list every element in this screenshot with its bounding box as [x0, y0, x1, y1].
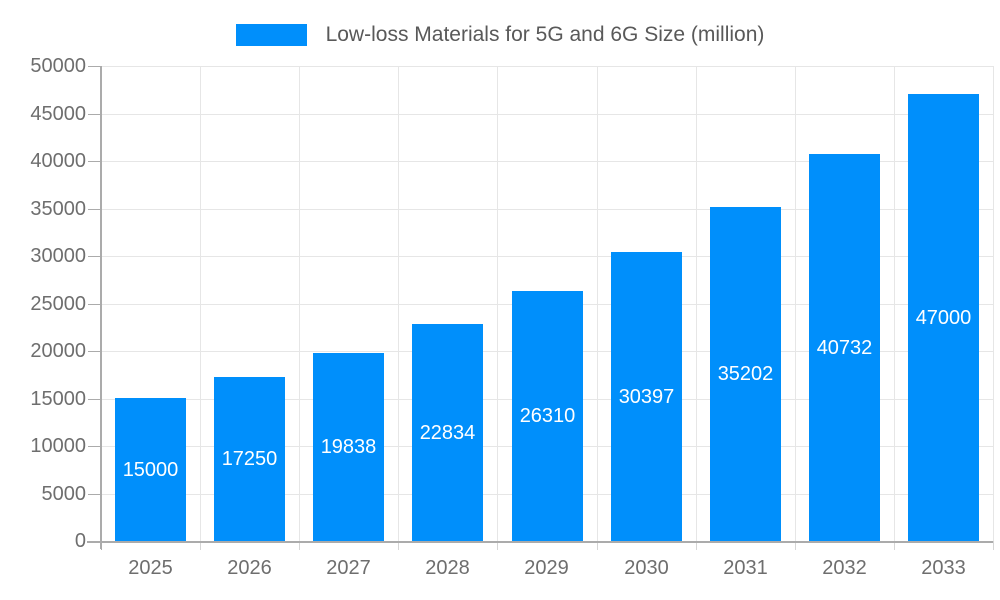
- y-tick-label: 0: [74, 530, 86, 552]
- h-gridline: [101, 256, 993, 257]
- x-tick-label: 2029: [524, 557, 569, 579]
- v-gridline: [597, 66, 598, 541]
- x-tick-label: 2031: [723, 557, 768, 579]
- bar-value-label: 26310: [519, 405, 576, 427]
- bar-value-label: 30397: [618, 386, 675, 408]
- x-tick-label: 2032: [822, 557, 867, 579]
- x-tick: [597, 541, 598, 550]
- y-tick: [88, 209, 101, 210]
- y-tick-label: 10000: [30, 435, 86, 457]
- x-tick: [398, 541, 399, 550]
- y-tick-label: 15000: [30, 388, 86, 410]
- y-tick: [88, 304, 101, 305]
- x-tick-label: 2025: [128, 557, 173, 579]
- bar-value-label: 47000: [915, 307, 972, 329]
- y-tick-label: 25000: [30, 293, 86, 315]
- x-axis-line: [87, 541, 993, 543]
- x-tick: [993, 541, 994, 550]
- h-gridline: [101, 66, 993, 67]
- x-tick-label: 2033: [921, 557, 966, 579]
- y-tick-label: 35000: [30, 198, 86, 220]
- bar: [908, 94, 979, 541]
- bar-value-label: 40732: [816, 337, 873, 359]
- bar-value-label: 17250: [221, 448, 278, 470]
- x-tick: [696, 541, 697, 550]
- h-gridline: [101, 209, 993, 210]
- x-tick: [299, 541, 300, 550]
- bar-value-label: 19838: [320, 436, 377, 458]
- v-gridline: [696, 66, 697, 541]
- x-tick-label: 2027: [326, 557, 371, 579]
- bar: [313, 353, 384, 541]
- bar: [710, 207, 781, 541]
- legend-label: Low-loss Materials for 5G and 6G Size (m…: [325, 23, 765, 46]
- y-tick: [88, 114, 101, 115]
- y-tick-label: 5000: [41, 483, 87, 505]
- v-gridline: [894, 66, 895, 541]
- x-tick-label: 2028: [425, 557, 470, 579]
- v-gridline: [398, 66, 399, 541]
- legend[interactable]: Low-loss Materials for 5G and 6G Size (m…: [0, 20, 1000, 50]
- y-tick: [88, 446, 101, 447]
- bar: [809, 154, 880, 541]
- h-gridline: [101, 161, 993, 162]
- bar: [512, 291, 583, 541]
- bar: [115, 398, 186, 541]
- v-gridline: [993, 66, 994, 541]
- y-tick: [88, 66, 101, 67]
- y-axis-line: [100, 66, 102, 549]
- x-tick: [497, 541, 498, 550]
- bar-value-label: 22834: [419, 422, 476, 444]
- x-tick-label: 2030: [624, 557, 669, 579]
- y-tick-label: 20000: [30, 340, 86, 362]
- v-gridline: [795, 66, 796, 541]
- y-tick-label: 40000: [30, 150, 86, 172]
- y-tick: [88, 161, 101, 162]
- x-tick: [795, 541, 796, 550]
- x-tick: [200, 541, 201, 550]
- y-tick: [88, 256, 101, 257]
- bar: [412, 324, 483, 541]
- v-gridline: [299, 66, 300, 541]
- bar-value-label: 35202: [717, 363, 774, 385]
- y-tick-label: 45000: [30, 103, 86, 125]
- legend-swatch: [235, 24, 307, 46]
- x-tick: [894, 541, 895, 550]
- bar: [214, 377, 285, 541]
- v-gridline: [497, 66, 498, 541]
- x-tick-label: 2026: [227, 557, 272, 579]
- h-gridline: [101, 114, 993, 115]
- y-tick-label: 30000: [30, 245, 86, 267]
- bar-value-label: 15000: [122, 459, 179, 481]
- bar: [611, 252, 682, 541]
- y-tick: [88, 399, 101, 400]
- y-tick: [88, 351, 101, 352]
- v-gridline: [200, 66, 201, 541]
- y-tick: [88, 494, 101, 495]
- y-tick-label: 50000: [30, 55, 86, 77]
